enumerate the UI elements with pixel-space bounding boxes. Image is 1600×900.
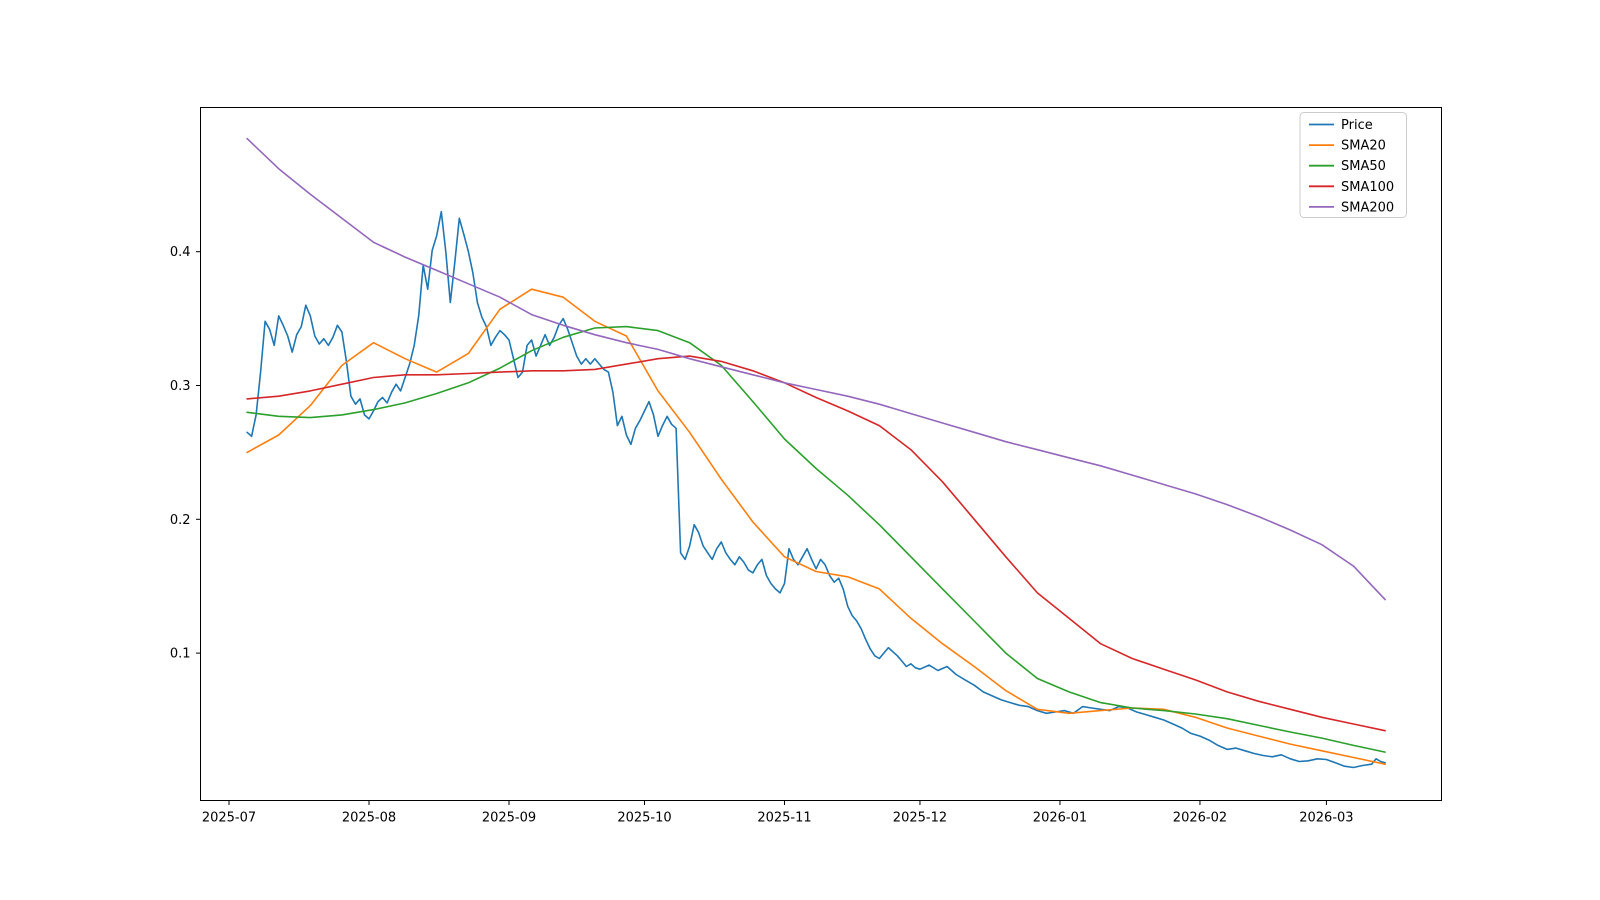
x-tick-label: 2025-08 <box>342 811 396 826</box>
legend-label-sma200: SMA200 <box>1341 200 1394 215</box>
series-line-price <box>246 210 1386 769</box>
y-tick-label: 0.4 <box>170 245 191 260</box>
x-tick-label: 2025-12 <box>893 811 947 826</box>
legend-label-sma100: SMA100 <box>1341 180 1394 195</box>
legend-label-price: Price <box>1341 118 1373 133</box>
legend-label-sma50: SMA50 <box>1341 159 1386 174</box>
legend-box <box>1299 112 1407 218</box>
y-tick-label: 0.1 <box>170 647 191 662</box>
x-tick-label: 2026-03 <box>1299 811 1353 826</box>
y-tick-label: 0.2 <box>170 513 191 528</box>
series-line-sma20 <box>246 288 1386 766</box>
x-tick-label: 2025-11 <box>757 811 811 826</box>
x-tick-label: 2026-01 <box>1033 811 1087 826</box>
x-tick-label: 2025-10 <box>617 811 671 826</box>
plot-area-frame <box>200 107 1442 801</box>
series-line-sma100 <box>246 355 1386 732</box>
series-line-sma200 <box>246 137 1386 601</box>
x-tick-label: 2025-09 <box>482 811 536 826</box>
y-tick-label: 0.3 <box>170 379 191 394</box>
legend-label-sma20: SMA20 <box>1341 139 1386 154</box>
series-line-sma50 <box>246 325 1386 753</box>
x-tick-label: 2025-07 <box>202 811 256 826</box>
x-tick-label: 2026-02 <box>1173 811 1227 826</box>
